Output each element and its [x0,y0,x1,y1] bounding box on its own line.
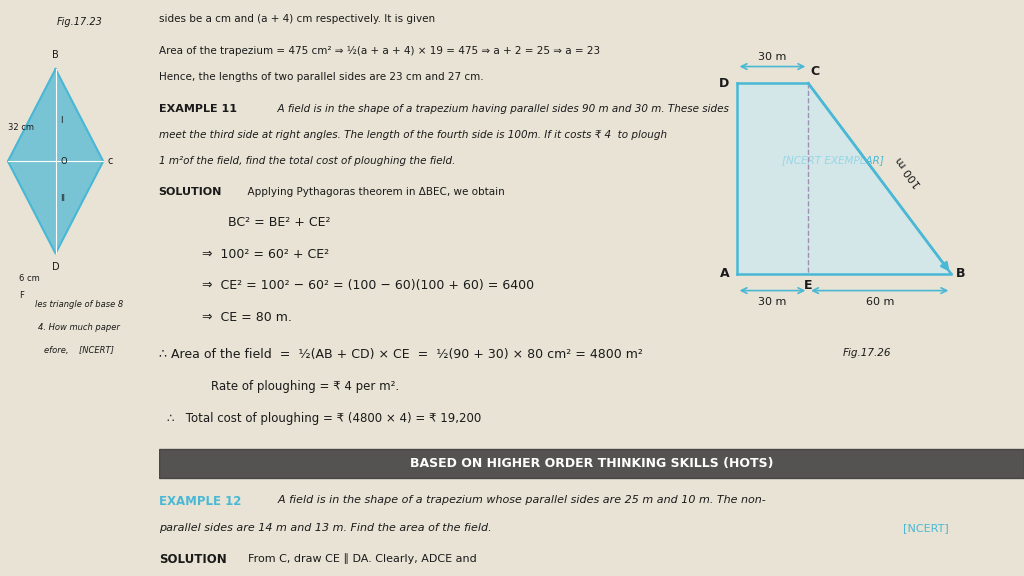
Text: A: A [720,267,729,281]
Text: sides be a cm and (a + 4) cm respectively. It is given: sides be a cm and (a + 4) cm respectivel… [159,14,435,24]
Text: O: O [60,157,67,166]
Text: ∴ Area of the field  =  ½(AB + CD) × CE  =  ½(90 + 30) × 80 cm² = 4800 m²: ∴ Area of the field = ½(AB + CD) × CE = … [159,348,643,362]
Text: Rate of ploughing = ₹ 4 per m².: Rate of ploughing = ₹ 4 per m². [211,380,398,393]
Text: II: II [60,194,66,203]
Text: ⇒  CE² = 100² − 60² = (100 − 60)(100 + 60) = 6400: ⇒ CE² = 100² − 60² = (100 − 60)(100 + 60… [202,279,535,293]
Text: 6 cm: 6 cm [19,274,40,283]
Text: C: C [811,66,820,78]
Text: [NCERT EXEMPLAR]: [NCERT EXEMPLAR] [781,156,884,165]
Text: parallel sides are 14 m and 13 m. Find the area of the field.: parallel sides are 14 m and 13 m. Find t… [159,523,492,533]
Text: ⇒  CE = 80 m.: ⇒ CE = 80 m. [202,311,292,324]
Text: EXAMPLE 12: EXAMPLE 12 [159,495,241,509]
Text: D: D [719,77,729,90]
Text: EXAMPLE 11: EXAMPLE 11 [159,104,237,113]
Text: From C, draw CE ∥ DA. Clearly, ADCE and: From C, draw CE ∥ DA. Clearly, ADCE and [241,553,476,564]
Text: efore,    [NCERT]: efore, [NCERT] [44,346,115,355]
Text: ⇒  100² = 60² + CE²: ⇒ 100² = 60² + CE² [202,248,329,261]
Text: Fig.17.26: Fig.17.26 [843,348,891,358]
Text: 32 cm: 32 cm [8,123,34,132]
Text: D: D [52,262,59,272]
Text: 1 m²of the field, find the total cost of ploughing the field.: 1 m²of the field, find the total cost of… [159,156,455,165]
Text: c: c [108,156,114,166]
Text: 60 m: 60 m [865,297,894,306]
Text: Fig.17.23: Fig.17.23 [56,17,102,27]
Text: [NCERT]: [NCERT] [903,523,948,533]
Text: A field is in the shape of a trapezium whose parallel sides are 25 m and 10 m. T: A field is in the shape of a trapezium w… [271,495,766,505]
Text: Hence, the lengths of two parallel sides are 23 cm and 27 cm.: Hence, the lengths of two parallel sides… [159,72,483,82]
Text: A field is in the shape of a trapezium having parallel sides 90 m and 30 m. Thes: A field is in the shape of a trapezium h… [271,104,729,113]
Text: F: F [19,291,24,300]
Polygon shape [8,69,103,253]
Text: I: I [60,116,62,126]
Text: B: B [52,51,59,60]
Text: ∴   Total cost of ploughing = ₹ (4800 × 4) = ₹ 19,200: ∴ Total cost of ploughing = ₹ (4800 × 4)… [167,412,481,425]
Text: 4. How much paper: 4. How much paper [39,323,120,332]
Text: BASED ON HIGHER ORDER THINKING SKILLS (HOTS): BASED ON HIGHER ORDER THINKING SKILLS (H… [410,457,773,470]
Text: 30 m: 30 m [758,52,786,62]
Text: BC² = BE² + CE²: BC² = BE² + CE² [228,216,331,229]
Text: SOLUTION: SOLUTION [159,553,226,566]
Text: E: E [804,279,812,291]
Text: Applying Pythagoras theorem in ΔBEC, we obtain: Applying Pythagoras theorem in ΔBEC, we … [241,187,505,197]
Text: meet the third side at right angles. The length of the fourth side is 100m. If i: meet the third side at right angles. The… [159,130,667,139]
Polygon shape [736,83,951,274]
Text: SOLUTION: SOLUTION [159,187,222,197]
Text: B: B [956,267,966,281]
Bar [159,449,1024,478]
Text: 30 m: 30 m [758,297,786,306]
Text: 100 m: 100 m [894,154,924,188]
Text: les triangle of base 8: les triangle of base 8 [35,300,124,309]
Text: Area of the trapezium = 475 cm² ⇒ ½(a + a + 4) × 19 = 475 ⇒ a + 2 = 25 ⇒ a = 23: Area of the trapezium = 475 cm² ⇒ ½(a + … [159,46,600,56]
